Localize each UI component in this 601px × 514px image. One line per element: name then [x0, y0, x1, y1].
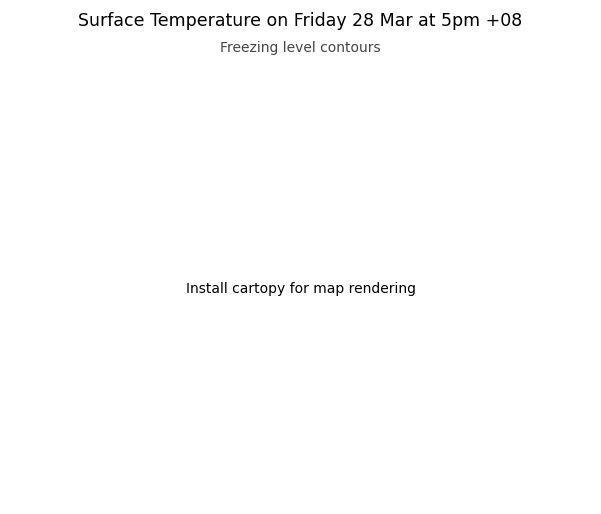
Text: Freezing level contours: Freezing level contours	[220, 41, 381, 55]
Text: Install cartopy for map rendering: Install cartopy for map rendering	[186, 282, 415, 296]
Text: Surface Temperature on Friday 28 Mar at 5pm +08: Surface Temperature on Friday 28 Mar at …	[78, 11, 523, 30]
